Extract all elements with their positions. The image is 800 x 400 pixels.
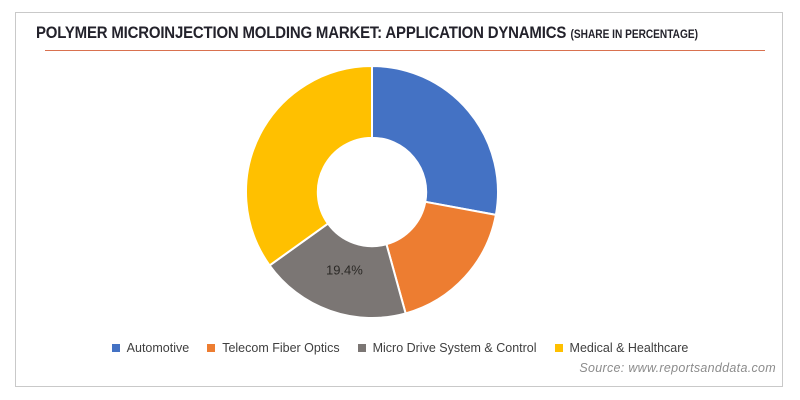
source-note: Source: www.reportsanddata.com bbox=[579, 361, 776, 375]
title-main: POLYMER MICROINJECTION MOLDING MARKET: A… bbox=[36, 23, 567, 42]
legend-label: Telecom Fiber Optics bbox=[222, 341, 340, 355]
donut-segment-medical-healthcare bbox=[245, 65, 373, 267]
legend-label: Automotive bbox=[126, 341, 190, 355]
legend-label: Micro Drive System & Control bbox=[372, 341, 537, 355]
legend-swatch-icon bbox=[207, 344, 216, 352]
legend-item: Medical & Healthcare bbox=[554, 341, 689, 355]
legend-item: Micro Drive System & Control bbox=[357, 341, 537, 355]
chart-legend: Automotive Telecom Fiber Optics Micro Driv… bbox=[0, 341, 800, 355]
title-suffix: (SHARE IN PERCENTAGE) bbox=[570, 29, 698, 41]
legend-item: Telecom Fiber Optics bbox=[207, 341, 340, 355]
page-title: POLYMER MICROINJECTION MOLDING MARKET: A… bbox=[36, 23, 698, 45]
legend-item: Automotive bbox=[111, 341, 190, 355]
data-label: 19.4% bbox=[326, 263, 363, 278]
donut-segment-micro-drive-system-control bbox=[268, 222, 407, 319]
donut-segment-telecom-fiber-optics bbox=[385, 200, 497, 315]
legend-swatch-icon bbox=[111, 344, 120, 352]
legend-swatch-icon bbox=[554, 344, 563, 352]
legend-label: Medical & Healthcare bbox=[569, 341, 689, 355]
donut-segment-automotive bbox=[371, 65, 499, 216]
legend-swatch-icon bbox=[357, 344, 366, 352]
title-underline bbox=[45, 50, 765, 51]
